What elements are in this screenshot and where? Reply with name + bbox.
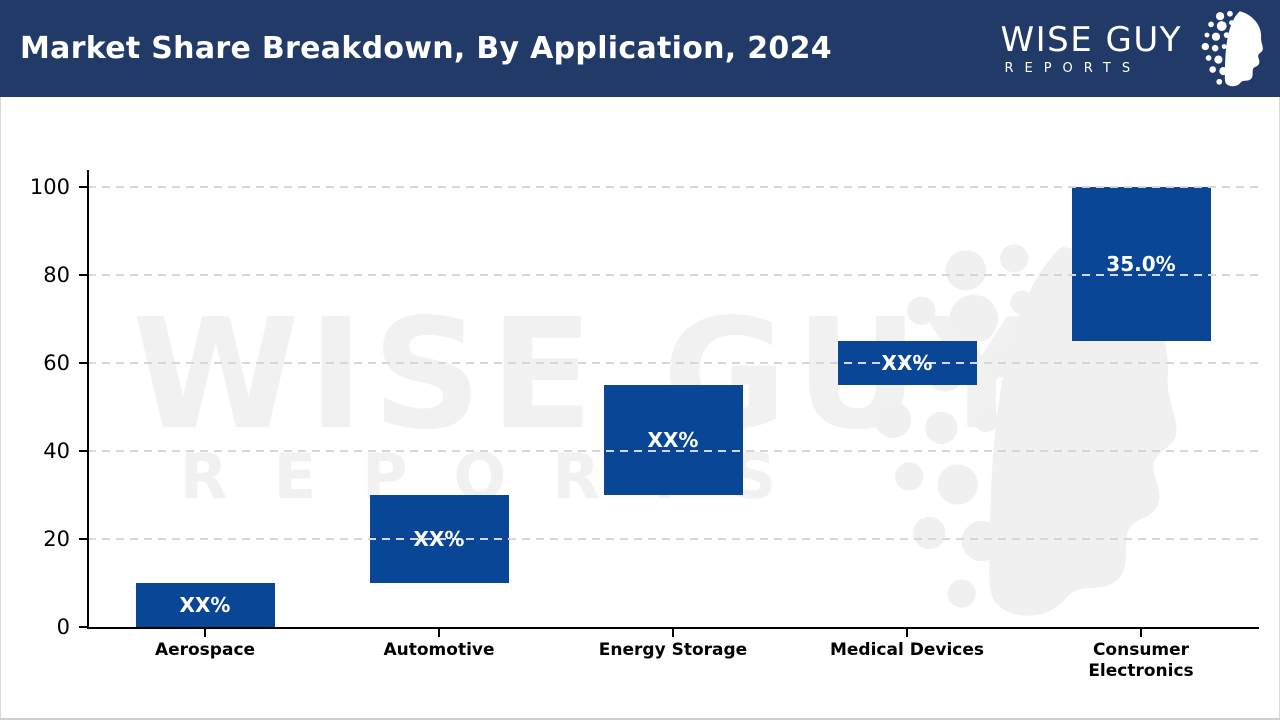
gridline-80: [88, 274, 1258, 276]
y-tick-mark: [79, 450, 88, 452]
gridline-60: [88, 362, 1258, 364]
y-tick-label: 80: [43, 263, 70, 287]
y-tick-mark: [79, 274, 88, 276]
y-tick-label: 40: [43, 439, 70, 463]
bar-value-label: XX%: [179, 593, 231, 617]
bar-energy-storage: [603, 385, 743, 495]
bar-consumer-electronics: [1071, 187, 1211, 341]
y-tick-label: 60: [43, 351, 70, 375]
gridline-20: [88, 538, 1258, 540]
header-bar: Market Share Breakdown, By Application, …: [0, 0, 1280, 97]
y-axis-line: [87, 170, 89, 629]
y-tick-label: 20: [43, 527, 70, 551]
y-tick-mark: [79, 186, 88, 188]
x-tick-mark: [672, 629, 674, 637]
bar-value-label: XX%: [881, 351, 933, 375]
x-tick-mark: [204, 629, 206, 637]
x-tick-mark: [1140, 629, 1142, 637]
wise-guy-logo: WISE GUY REPORTS: [1000, 7, 1266, 91]
bar-aerospace: [135, 583, 275, 627]
page-title: Market Share Breakdown, By Application, …: [20, 31, 832, 66]
x-axis-label: Aerospace: [154, 640, 256, 660]
x-axis-label: Consumer Electronics: [1088, 640, 1194, 681]
logo-subtext: REPORTS: [1004, 60, 1142, 76]
x-axis-label: Medical Devices: [829, 640, 984, 660]
logo-text: WISE GUY REPORTS: [1000, 22, 1182, 76]
x-axis-label: Automotive: [383, 640, 495, 660]
bar-value-label: 35.0%: [1106, 252, 1176, 276]
y-tick-mark: [79, 538, 88, 540]
bar-value-label: XX%: [647, 428, 699, 452]
gridline-40: [88, 450, 1258, 452]
y-tick-mark: [79, 626, 88, 628]
y-tick-mark: [79, 362, 88, 364]
wise-guy-head-icon: [1184, 7, 1266, 91]
x-tick-mark: [438, 629, 440, 637]
x-axis-line: [87, 627, 1259, 629]
y-tick-label: 0: [56, 615, 70, 639]
gridline-100: [88, 186, 1258, 188]
x-axis-label: Energy Storage: [598, 640, 748, 660]
plot-area: XX% XX% XX% XX% 35.0%: [88, 170, 1258, 627]
bar-value-label: XX%: [413, 527, 465, 551]
logo-wordmark: WISE GUY: [1000, 19, 1182, 60]
x-tick-mark: [906, 629, 908, 637]
y-tick-label: 100: [29, 175, 70, 199]
